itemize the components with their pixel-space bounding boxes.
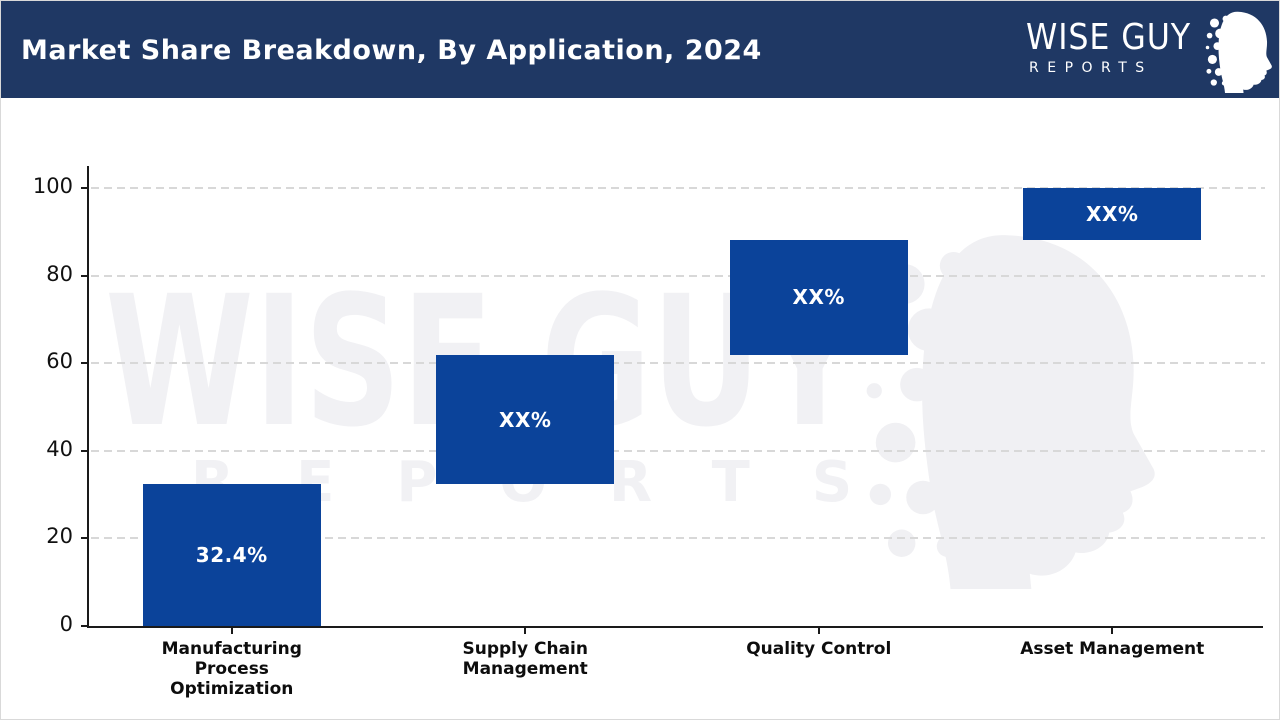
header-bar: Market Share Breakdown, By Application, … bbox=[1, 1, 1279, 98]
y-tickmark bbox=[81, 449, 89, 452]
waterfall-bar-segment: XX% bbox=[436, 355, 615, 485]
y-tickmark bbox=[81, 186, 89, 189]
y-tickmark bbox=[81, 625, 89, 627]
y-axis-line bbox=[87, 166, 89, 628]
y-gridline bbox=[91, 274, 1265, 277]
y-gridline bbox=[91, 449, 1265, 452]
x-category-label: Supply Chain Management bbox=[395, 639, 655, 679]
y-gridline bbox=[91, 537, 1265, 540]
x-category-label-line: Supply Chain bbox=[462, 639, 589, 659]
x-tickmark bbox=[524, 628, 527, 634]
y-tick-label: 20 bbox=[46, 524, 73, 549]
x-category-label: Manufacturing Process Optimization bbox=[102, 639, 362, 699]
x-category-label-line: Asset Management bbox=[1020, 639, 1205, 659]
waterfall-bar-segment: 32.4% bbox=[142, 484, 321, 626]
y-gridline bbox=[91, 186, 1265, 189]
plot-region: 0 20 40 60 80 100 32.4% Manufacturing Process Opt… bbox=[1, 98, 1279, 719]
y-gridline bbox=[91, 362, 1265, 365]
waterfall-bar-segment: XX% bbox=[729, 239, 908, 356]
y-tickmark bbox=[81, 362, 89, 365]
x-category-label-line: Management bbox=[462, 659, 588, 679]
x-axis-line bbox=[87, 626, 1263, 628]
x-tickmark bbox=[817, 628, 820, 634]
x-category-label-line: Quality Control bbox=[746, 639, 892, 659]
bar-value-label: XX% bbox=[499, 407, 552, 432]
chart-title: Market Share Breakdown, By Application, … bbox=[21, 35, 762, 66]
y-tick-label: 40 bbox=[46, 436, 73, 461]
bar-value-label: XX% bbox=[792, 285, 845, 310]
y-tick-label: 60 bbox=[46, 349, 73, 374]
wiseguy-logo-wordmark: WISE GUY bbox=[1026, 17, 1191, 58]
wiseguy-logo: WISE GUY REPORTS bbox=[1026, 6, 1272, 94]
x-category-label-line: Process bbox=[194, 659, 269, 679]
x-category-label: Quality Control bbox=[689, 639, 949, 659]
x-category-label: Asset Management bbox=[982, 639, 1242, 659]
x-tickmark bbox=[230, 628, 233, 634]
y-tickmark bbox=[81, 274, 89, 277]
bar-value-label: 32.4% bbox=[195, 543, 268, 568]
y-tick-label: 80 bbox=[46, 261, 73, 286]
y-tick-label: 100 bbox=[32, 173, 73, 198]
wiseguy-face-icon bbox=[1205, 11, 1272, 93]
chart-area: WISE GUY REPORTS 02040608010032.4%Manufa… bbox=[1, 98, 1279, 719]
y-tick-label: 0 bbox=[59, 612, 73, 636]
y-tickmark bbox=[81, 537, 89, 540]
x-category-label-line: Optimization bbox=[170, 679, 294, 699]
x-tickmark bbox=[1111, 628, 1114, 634]
wiseguy-logo-reports: REPORTS bbox=[1029, 60, 1153, 76]
x-category-label-line: Manufacturing bbox=[161, 639, 302, 659]
waterfall-bar-segment: XX% bbox=[1023, 187, 1202, 240]
bar-value-label: XX% bbox=[1086, 201, 1139, 226]
wiseguy-logo-text: WISE GUY REPORTS bbox=[1026, 17, 1214, 77]
